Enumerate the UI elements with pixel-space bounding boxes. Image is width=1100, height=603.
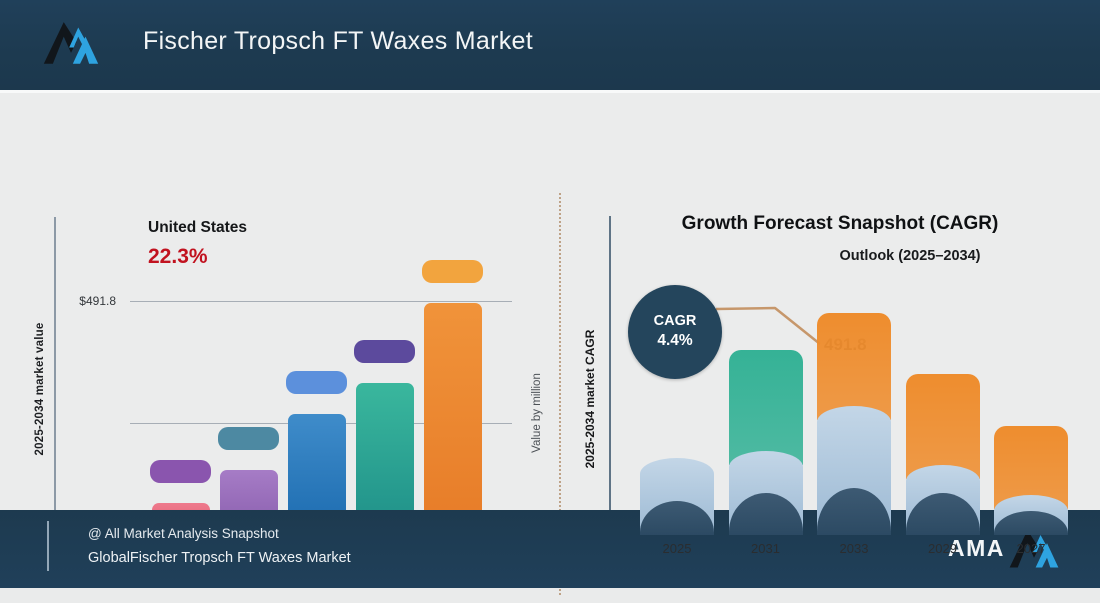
right-chart-y-axis-line xyxy=(609,216,611,535)
right-x-tick-label: 2025 xyxy=(662,541,692,556)
left-bar-cap-2024 xyxy=(422,260,483,284)
right-x-tick-label: 2027 xyxy=(1016,541,1046,556)
right-bar-top-2033 xyxy=(817,313,891,420)
right-chart-subtitle: Outlook (2025–2034) xyxy=(839,248,981,264)
ama-logo-footer-icon xyxy=(1009,530,1059,568)
left-bar-2025 xyxy=(356,382,414,531)
cagr-badge: CAGR 4.4% xyxy=(628,285,722,379)
footer-note: @ All Market Analysis Snapshot xyxy=(88,526,279,541)
left-chart-gridline-top xyxy=(130,301,512,302)
left-chart-heading: United States 22.3% xyxy=(148,219,247,269)
footer-divider-rule xyxy=(47,521,49,571)
right-x-tick-label: 2029 xyxy=(928,541,957,556)
header: Fischer Tropsch FT Waxes Market xyxy=(0,0,1100,90)
value-by-million-label: Value by million xyxy=(531,373,543,453)
cagr-badge-value: 4.4% xyxy=(657,332,693,350)
right-bar-top-2031 xyxy=(728,350,803,465)
left-bar-cap-..... xyxy=(218,426,279,450)
footer-brand-text: AMA xyxy=(948,535,1005,561)
left-bar-2024 xyxy=(424,303,482,531)
page-title: Fischer Tropsch FT Waxes Market xyxy=(143,27,533,55)
right-chart-title: Growth Forecast Snapshot (CAGR) xyxy=(681,213,999,234)
left-bar-cap-2025 xyxy=(354,339,415,363)
left-chart-y-axis-label: 2025-2034 market value xyxy=(34,322,46,456)
right-bar-top-2029 xyxy=(905,374,980,479)
ama-logo-icon xyxy=(43,22,99,64)
left-chart-highlight-value: 22.3% xyxy=(148,245,208,268)
right-x-tick-label: 2031 xyxy=(751,541,780,556)
main-panel: 2025-2034 market value United States 22.… xyxy=(0,90,1100,595)
left-chart-y-axis-line xyxy=(54,217,56,532)
right-chart-y-axis-label: 2025-2034 market CAGR xyxy=(583,329,597,469)
footer-report-name: GlobalFischer Tropsch FT Waxes Market xyxy=(88,550,351,566)
right-x-tick-label: 2033 xyxy=(839,541,869,556)
left-chart-title: United States xyxy=(148,219,248,236)
left-chart-y-tick-top: $491.8 xyxy=(79,294,116,308)
left-bar-cap-2026 xyxy=(286,370,347,394)
cagr-badge-label: CAGR xyxy=(653,312,697,329)
left-bar-cap-2033 xyxy=(150,460,211,484)
panel-divider xyxy=(559,193,561,595)
